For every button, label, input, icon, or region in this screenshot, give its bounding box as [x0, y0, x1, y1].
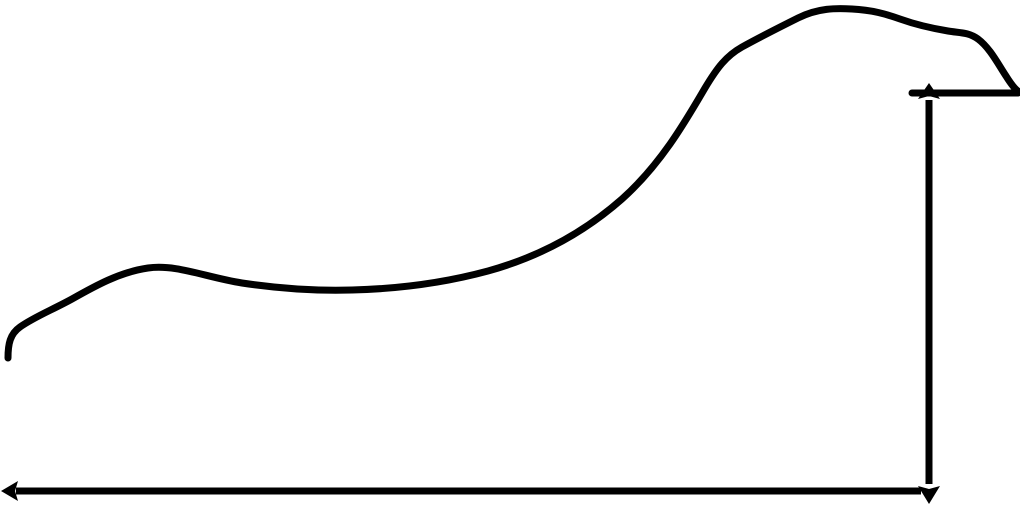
- bottom-right-arrowhead-icon: [918, 486, 940, 504]
- profile-outline-path: [4, 5, 1020, 362]
- top-vertical-arrowhead-icon: [918, 83, 940, 99]
- bottom-left-arrowhead-icon: [1, 481, 18, 501]
